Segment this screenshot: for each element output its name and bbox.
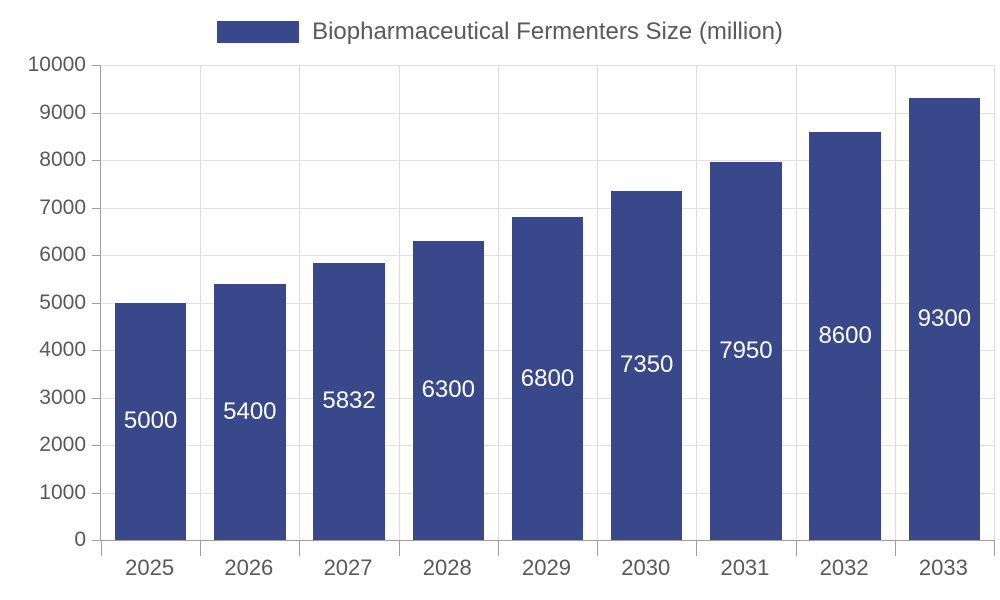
y-axis-tick (92, 207, 101, 209)
x-axis-tick (597, 540, 599, 556)
gridline-horizontal (101, 65, 994, 66)
legend-label: Biopharmaceutical Fermenters Size (milli… (312, 18, 783, 45)
y-tick-label: 7000 (39, 195, 86, 219)
x-tick-label: 2032 (819, 555, 869, 580)
y-axis-tick (92, 160, 101, 161)
x-tick-label: 2025 (125, 555, 175, 580)
bar-value-label: 6300 (421, 376, 475, 404)
bar: 6800 (511, 217, 584, 540)
x-axis-tick (894, 540, 896, 556)
gridline-vertical (894, 65, 896, 540)
bar: 9300 (908, 98, 981, 540)
gridline-vertical (994, 65, 995, 540)
y-tick-label: 8000 (39, 148, 86, 171)
bar: 5000 (114, 302, 187, 540)
bar: 5400 (214, 283, 286, 540)
y-axis-tick (92, 540, 101, 541)
gridline-vertical (299, 65, 301, 540)
y-tick-label: 6000 (39, 243, 86, 266)
bar-value-label: 7350 (620, 351, 674, 379)
bar-value-label: 5000 (123, 407, 178, 435)
y-tick-label: 9000 (39, 100, 86, 124)
y-axis-tick (92, 65, 101, 66)
x-tick-label: 2031 (720, 555, 770, 580)
bar-value-label: 8600 (818, 321, 872, 349)
gridline-vertical (597, 65, 599, 540)
gridline-vertical (497, 65, 499, 540)
y-axis-tick (92, 445, 101, 446)
y-axis-tick (92, 255, 101, 256)
bar-value-label: 6800 (520, 364, 575, 392)
y-tick-label: 1000 (39, 480, 86, 504)
bar-value-label: 5400 (223, 397, 277, 425)
legend: Biopharmaceutical Fermenters Size (milli… (0, 18, 1000, 46)
y-tick-label: 4000 (39, 338, 86, 361)
x-axis-tick (200, 540, 202, 556)
plot-area: 5000 5400 5832 6300 6800 7350 7950 8600 9300 (92, 65, 995, 556)
y-tick-label: 5000 (39, 290, 86, 314)
gridline-vertical (795, 65, 797, 540)
x-tick-label: 2033 (918, 555, 968, 580)
y-tick-label: 10000 (27, 53, 86, 76)
gridline-horizontal (101, 160, 994, 161)
y-axis-tick (92, 112, 101, 114)
bar: 7950 (710, 162, 782, 540)
gridline-vertical (398, 65, 400, 540)
x-tick-label: 2028 (422, 555, 472, 580)
x-tick-label: 2029 (522, 555, 571, 580)
x-axis-tick (299, 540, 301, 556)
bar: 6300 (412, 240, 484, 540)
legend-swatch (217, 21, 300, 43)
gridline-horizontal (101, 112, 994, 114)
gridline-horizontal (101, 207, 994, 209)
y-axis-tick (92, 397, 101, 399)
x-axis-tick (101, 540, 102, 556)
y-tick-label: 0 (74, 528, 86, 551)
gridline-vertical (696, 65, 698, 540)
y-tick-label: 3000 (39, 385, 86, 409)
bar-value-label: 7950 (719, 337, 773, 365)
x-tick-label: 2027 (323, 555, 373, 580)
bar: 8600 (809, 131, 881, 540)
y-tick-label: 2000 (39, 433, 86, 456)
x-tick-label: 2030 (621, 555, 671, 580)
y-axis-tick (92, 350, 101, 351)
x-tick-label: 2026 (224, 555, 274, 580)
y-axis-tick (92, 302, 101, 304)
x-axis-tick (497, 540, 499, 556)
bar: 7350 (611, 190, 683, 540)
x-axis-tick (398, 540, 400, 556)
x-axis-tick (994, 540, 995, 556)
bar: 5832 (313, 262, 385, 540)
bar-value-label: 5832 (322, 387, 376, 415)
y-axis-tick (92, 492, 101, 494)
x-axis-tick (696, 540, 698, 556)
x-axis-tick (795, 540, 797, 556)
gridline-vertical (200, 65, 202, 540)
bar-value-label: 9300 (917, 305, 972, 333)
